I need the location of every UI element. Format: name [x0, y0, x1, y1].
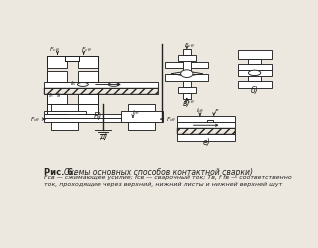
Text: $F$: $F$	[214, 107, 220, 115]
Text: $F_{c\theta}$: $F_{c\theta}$	[184, 97, 194, 106]
Bar	[78, 71, 98, 82]
Bar	[78, 94, 98, 104]
Bar	[177, 116, 235, 122]
Bar	[248, 76, 261, 81]
Ellipse shape	[78, 83, 88, 86]
Bar	[177, 128, 235, 134]
Text: Схемы основных способов контактной сварки): Схемы основных способов контактной сварк…	[65, 168, 253, 177]
Text: $F_{c\theta}$: $F_{c\theta}$	[184, 41, 194, 50]
Text: $F_{c\theta}$: $F_{c\theta}$	[30, 115, 40, 124]
Bar	[238, 50, 272, 59]
Bar	[165, 74, 208, 81]
Bar	[178, 87, 196, 93]
Bar	[183, 81, 191, 87]
Text: $F_{c\theta}$: $F_{c\theta}$	[49, 45, 60, 54]
Bar	[177, 134, 235, 141]
Bar	[44, 118, 158, 122]
Bar	[238, 64, 272, 70]
Text: е): е)	[202, 138, 210, 148]
Text: Fсв — сжимающее усилие; fсв — сварочный ток; Tв, f fв — соответственно: Fсв — сжимающее усилие; fсв — сварочный …	[44, 175, 291, 180]
Text: $I_{c\theta}$: $I_{c\theta}$	[196, 106, 204, 115]
Bar	[121, 111, 163, 122]
Text: $I_{\rm B}$: $I_{\rm B}$	[70, 79, 76, 88]
Ellipse shape	[181, 70, 193, 77]
Bar	[47, 94, 67, 104]
Text: $F_{c\theta}$: $F_{c\theta}$	[166, 115, 176, 124]
Bar	[44, 82, 158, 88]
Bar	[65, 56, 79, 61]
Bar	[78, 56, 98, 68]
Text: $f_{\rm н}$: $f_{\rm н}$	[48, 91, 54, 100]
Bar	[44, 88, 158, 94]
Bar	[183, 49, 191, 55]
Bar	[51, 122, 78, 130]
Bar	[44, 88, 158, 94]
Bar	[51, 104, 78, 111]
Text: б): б)	[251, 86, 259, 95]
Text: ток, проходящие через верхний, нижний листы и нижней верхней шут: ток, проходящие через верхний, нижний ли…	[44, 182, 282, 187]
Bar	[177, 128, 235, 134]
Bar	[44, 115, 158, 118]
Bar	[183, 61, 191, 74]
Bar	[183, 93, 191, 99]
Text: $F_{c\theta}$: $F_{c\theta}$	[81, 45, 92, 54]
Bar	[128, 104, 155, 111]
Bar	[47, 71, 67, 82]
Bar	[128, 122, 155, 130]
Bar	[165, 62, 208, 68]
Bar	[47, 56, 67, 68]
Bar	[44, 111, 86, 122]
Text: д): д)	[99, 131, 107, 141]
Bar	[238, 70, 272, 76]
Text: в): в)	[183, 99, 190, 108]
Bar	[78, 104, 98, 115]
Text: $f_{\rm в}$: $f_{\rm в}$	[56, 91, 62, 100]
Ellipse shape	[108, 83, 119, 86]
Bar	[238, 81, 272, 88]
Bar	[47, 104, 67, 115]
Ellipse shape	[248, 70, 261, 76]
Bar	[178, 55, 196, 61]
Bar	[177, 122, 235, 128]
Bar	[248, 59, 261, 64]
Text: Б): Б)	[94, 112, 102, 121]
Text: $I_{c\theta}$: $I_{c\theta}$	[132, 108, 140, 117]
Text: Рис. 6.: Рис. 6.	[44, 168, 76, 177]
